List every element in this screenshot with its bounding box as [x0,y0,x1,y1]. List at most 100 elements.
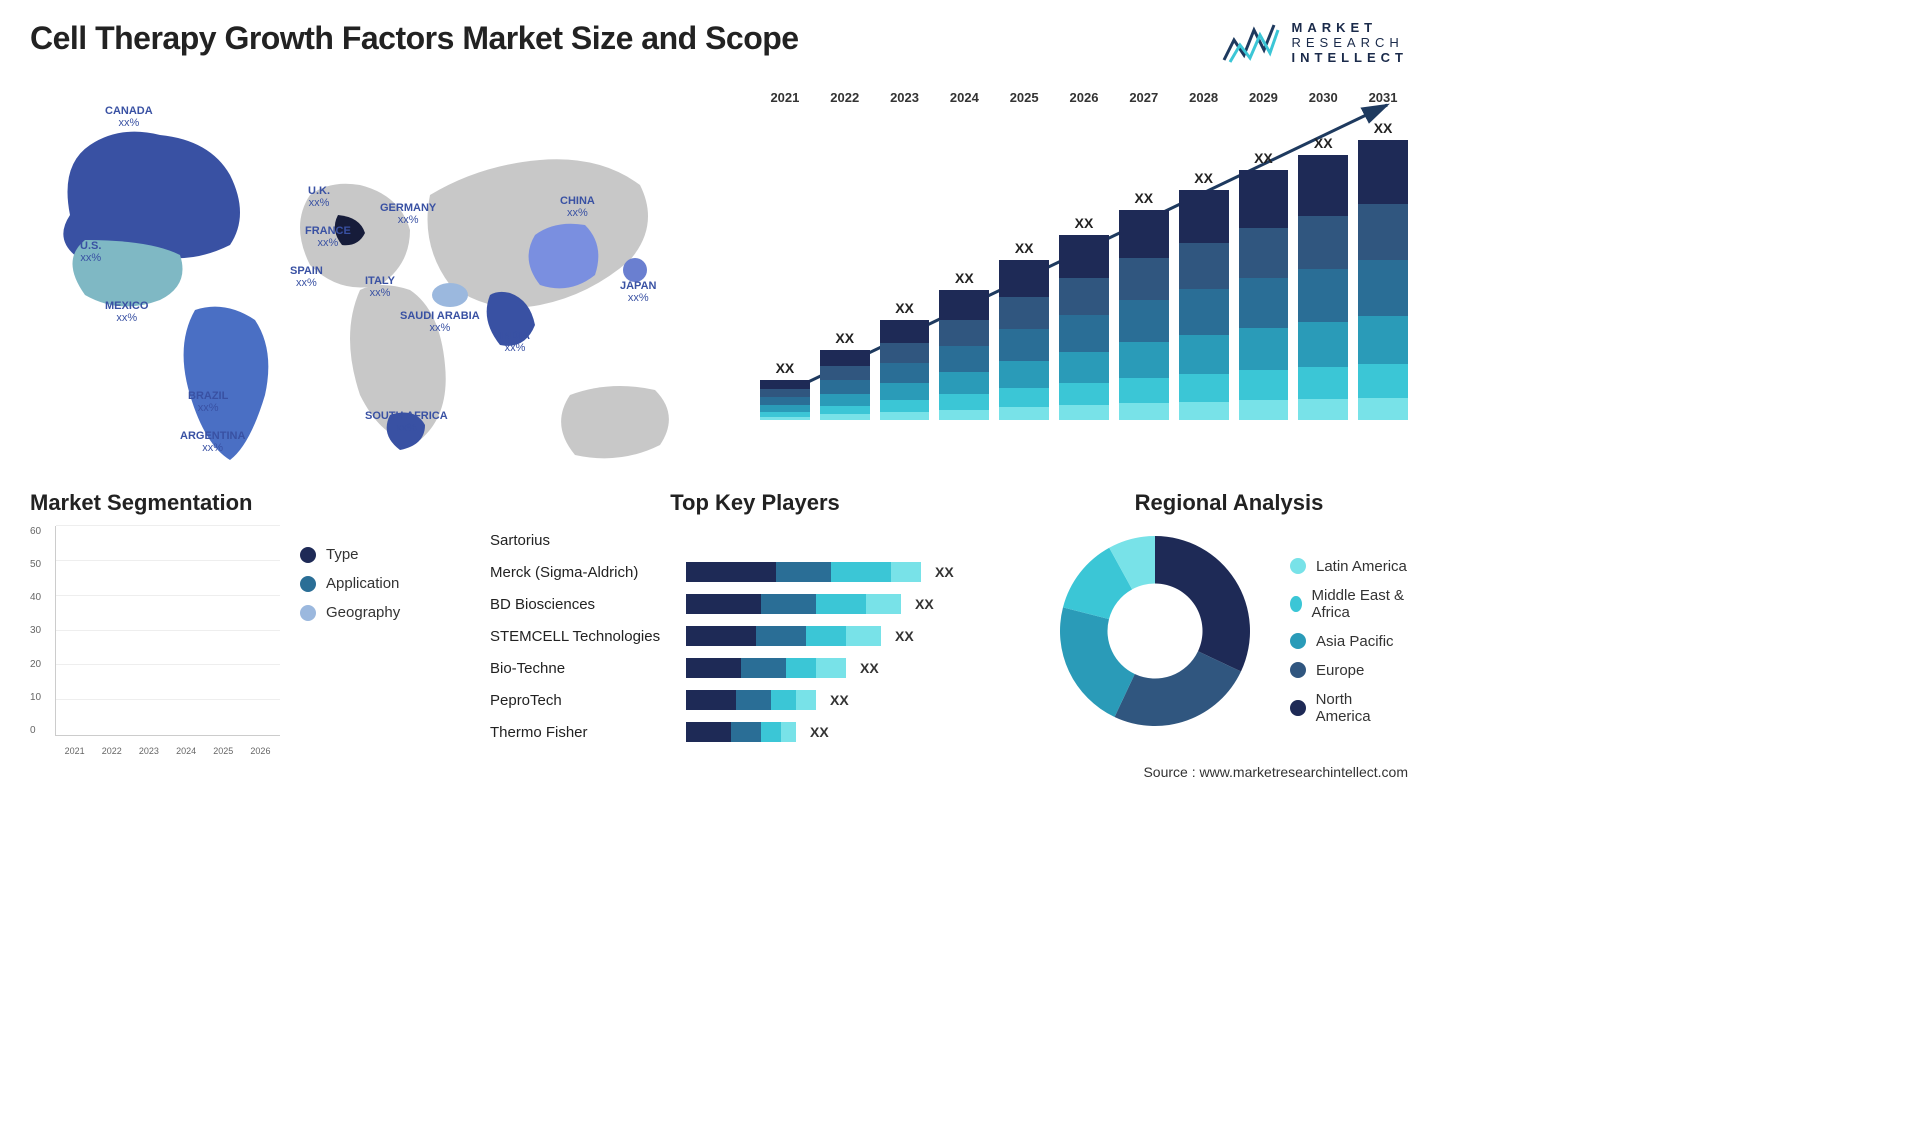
player-value: XX [830,692,849,708]
growth-bar-2027: XX [1119,190,1169,420]
players-panel: Top Key Players Sartorius Merck (Sigma-Al… [490,490,1020,756]
player-row: Sartorius [490,526,1020,554]
map-label-saudiarabia: SAUDI ARABIAxx% [400,310,480,334]
map-label-mexico: MEXICOxx% [105,300,148,324]
map-label-italy: ITALYxx% [365,275,395,299]
growth-year-label: 2030 [1298,90,1348,105]
growth-year-label: 2028 [1179,90,1229,105]
legend-item-middle-east---africa: Middle East & Africa [1290,587,1408,621]
map-label-canada: CANADAxx% [105,105,153,129]
growth-year-label: 2023 [880,90,930,105]
player-bar [686,562,921,582]
growth-bar-label: XX [835,330,854,346]
bottom-row: Market Segmentation 0102030405060 202120… [30,490,1408,756]
player-row: Thermo Fisher XX [490,718,1020,746]
growth-bars: XXXXXXXXXXXXXXXXXXXXXX [760,120,1408,420]
regional-panel: Regional Analysis Latin America Middle Ea… [1050,490,1408,756]
growth-year-label: 2027 [1119,90,1169,105]
player-bar [686,690,816,710]
growth-bar-2023: XX [880,300,930,420]
players-list: SartoriusMerck (Sigma-Aldrich)XXBD Biosc… [490,526,1020,746]
player-name: Bio-Techne [490,660,680,677]
player-name: BD Biosciences [490,596,680,613]
player-row: BD Biosciences XX [490,590,1020,618]
growth-bar-2029: XX [1239,150,1289,420]
page-title: Cell Therapy Growth Factors Market Size … [30,20,799,57]
growth-bar-2028: XX [1179,170,1229,420]
map-label-spain: SPAINxx% [290,265,323,289]
legend-item-geography: Geography [300,604,400,621]
brand-text: MARKET RESEARCH INTELLECT [1292,20,1409,65]
growth-years: 2021 2022 2023 2024 2025 2026 2027 2028 2029 2030… [760,90,1408,105]
map-label-japan: JAPANxx% [620,280,656,304]
player-value: XX [895,628,914,644]
growth-bar-2025: XX [999,240,1049,420]
map-label-china: CHINAxx% [560,195,595,219]
player-row: STEMCELL Technologies XX [490,622,1020,650]
player-bar [686,722,796,742]
donut-slice-north-america [1155,536,1250,671]
donut-svg [1050,526,1260,736]
growth-bar-label: XX [955,270,974,286]
player-value: XX [935,564,954,580]
growth-bar-label: XX [1314,135,1333,151]
legend-item-type: Type [300,546,400,563]
brand-logo: MARKET RESEARCH INTELLECT [1222,20,1409,65]
growth-bar-2026: XX [1059,215,1109,420]
player-name: Thermo Fisher [490,724,680,741]
map-label-argentina: ARGENTINAxx% [180,430,245,454]
growth-year-label: 2024 [939,90,989,105]
seg-x-axis: 202120222023202420252026 [55,746,280,756]
map-label-uk: U.K.xx% [308,185,330,209]
seg-plot [55,526,280,736]
players-title: Top Key Players [490,490,1020,516]
player-row: PeproTech XX [490,686,1020,714]
player-bar [686,658,846,678]
regional-legend: Latin AmericaMiddle East & AfricaAsia Pa… [1290,538,1408,725]
growth-chart: XXXXXXXXXXXXXXXXXXXXXX 20212022202320242… [760,85,1408,445]
map-label-france: FRANCExx% [305,225,351,249]
growth-bar-label: XX [1075,215,1094,231]
top-row: CANADAxx% U.S.xx% MEXICOxx% BRAZILxx% ARGENT… [30,85,1408,475]
growth-year-label: 2026 [1059,90,1109,105]
growth-bar-label: XX [1134,190,1153,206]
segmentation-panel: Market Segmentation 0102030405060 202120… [30,490,460,756]
map-label-southafrica: SOUTH AFRICAxx% [365,410,448,434]
segmentation-chart: 0102030405060 202120222023202420252026 [30,526,280,756]
player-value: XX [810,724,829,740]
growth-bar-2021: XX [760,360,810,420]
regional-title: Regional Analysis [1050,490,1408,516]
map-label-india: INDIAxx% [500,330,530,354]
brand-line3: INTELLECT [1292,50,1409,65]
growth-year-label: 2022 [820,90,870,105]
player-bar [686,626,881,646]
donut-chart [1050,526,1260,736]
map-label-germany: GERMANYxx% [380,202,436,226]
growth-bar-label: XX [776,360,795,376]
legend-item-latin-america: Latin America [1290,558,1408,575]
player-name: Merck (Sigma-Aldrich) [490,564,680,581]
seg-y-axis: 0102030405060 [30,526,50,736]
source-text: Source : www.marketresearchintellect.com [30,764,1408,780]
growth-year-label: 2029 [1239,90,1289,105]
player-name: PeproTech [490,692,680,709]
world-map: CANADAxx% U.S.xx% MEXICOxx% BRAZILxx% ARGENT… [30,85,730,475]
growth-bar-label: XX [895,300,914,316]
growth-bar-2030: XX [1298,135,1348,420]
player-name: STEMCELL Technologies [490,628,680,645]
growth-bar-label: XX [1194,170,1213,186]
seg-bars [56,526,280,735]
brand-line2: RESEARCH [1292,35,1409,50]
map-label-brazil: BRAZILxx% [188,390,228,414]
growth-year-label: 2021 [760,90,810,105]
player-row: Bio-Techne XX [490,654,1020,682]
growth-year-label: 2031 [1358,90,1408,105]
player-value: XX [915,596,934,612]
player-row: Merck (Sigma-Aldrich) XX [490,558,1020,586]
player-value: XX [860,660,879,676]
growth-bar-label: XX [1015,240,1034,256]
growth-year-label: 2025 [999,90,1049,105]
growth-bar-2024: XX [939,270,989,420]
brand-line1: MARKET [1292,20,1409,35]
map-label-us: U.S.xx% [80,240,101,264]
